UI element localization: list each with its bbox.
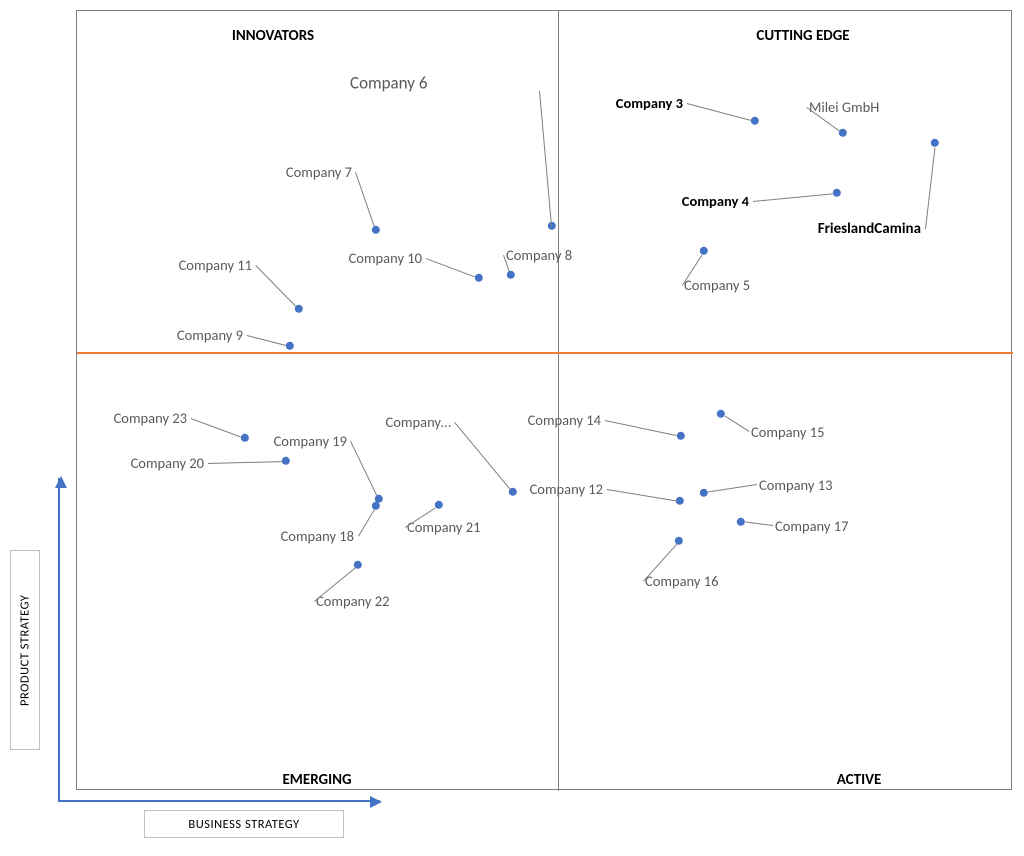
leader-company-23 (191, 418, 241, 437)
quadrant-label-cutting-edge: CUTTING EDGE (756, 27, 849, 45)
leader-company-ellipsis (454, 422, 510, 489)
point-company-17 (737, 518, 745, 526)
label-company-13: Company 13 (759, 476, 832, 494)
quadrant-label-emerging-text: EMERGING (282, 771, 351, 789)
quadrant-label-cutting-edge-text: CUTTING EDGE (756, 27, 849, 45)
leader-company-3 (687, 103, 751, 121)
label-company-3: Company 3 (616, 94, 683, 112)
quadrant-label-active-text: ACTIVE (837, 771, 882, 789)
label-company-22: Company 22 (316, 592, 389, 610)
label-company-5: Company 5 (684, 276, 750, 294)
leader-company-6 (539, 91, 552, 226)
point-company-12 (676, 497, 684, 505)
label-company-15: Company 15 (751, 423, 824, 441)
point-company-14 (677, 432, 685, 440)
x-axis-arrowhead-icon (370, 796, 382, 808)
x-axis-arrow (58, 800, 380, 802)
x-axis-title: BUSINESS STRATEGY (144, 810, 344, 838)
leader-company-18 (358, 510, 375, 537)
quadrant-label-emerging: EMERGING (282, 771, 351, 789)
label-company-12: Company 12 (530, 480, 603, 498)
label-company-7: Company 7 (286, 163, 352, 181)
label-company-23: Company 23 (114, 409, 187, 427)
leader-company-11 (255, 265, 296, 307)
label-company-8: Company 8 (506, 246, 572, 264)
point-company-6 (548, 222, 556, 230)
y-axis-arrow (58, 478, 60, 800)
leader-company-9 (247, 335, 286, 346)
label-company-21: Company 21 (407, 518, 480, 536)
leader-company-7 (355, 172, 375, 226)
point-company-ellipsis (509, 488, 517, 496)
y-axis-arrowhead-icon (55, 476, 67, 488)
x-axis-title-text: BUSINESS STRATEGY (188, 817, 299, 832)
leader-company-15 (725, 415, 750, 432)
horizontal-divider (77, 352, 1013, 354)
label-company-17: Company 17 (775, 517, 848, 535)
point-company-15 (717, 410, 725, 418)
point-frieslandcamina (931, 139, 939, 147)
label-company-6: Company 6 (350, 73, 427, 94)
leader-company-20 (208, 461, 282, 464)
vertical-divider (558, 11, 559, 791)
label-milei-gmbh: Milei GmbH (809, 98, 879, 116)
quadrant-plot: INNOVATORS CUTTING EDGE EMERGING ACTIVE Comp… (76, 10, 1012, 790)
quadrant-label-innovators: INNOVATORS (232, 27, 314, 45)
y-axis-title-text: PRODUCT STRATEGY (18, 594, 33, 705)
leader-company-14 (605, 420, 677, 436)
label-company-ellipsis: Company… (386, 413, 451, 431)
label-company-4: Company 4 (682, 192, 749, 210)
point-company-3 (751, 117, 759, 125)
y-axis-title: PRODUCT STRATEGY (10, 550, 40, 750)
point-company-13 (700, 489, 708, 497)
point-milei-gmbh (839, 129, 847, 137)
point-company-10 (475, 274, 483, 282)
point-company-8 (507, 271, 515, 279)
leader-company-17 (745, 522, 773, 526)
leader-company-10 (426, 258, 475, 277)
point-company-20 (282, 457, 290, 465)
point-company-4 (833, 189, 841, 197)
quadrant-label-active: ACTIVE (837, 771, 882, 789)
label-company-19: Company 19 (274, 432, 347, 450)
leader-company-4 (753, 193, 833, 202)
label-company-18: Company 18 (281, 527, 354, 545)
point-company-7 (372, 226, 380, 234)
leader-company-12 (607, 489, 676, 501)
label-company-10: Company 10 (349, 249, 422, 267)
label-company-11: Company 11 (179, 256, 252, 274)
leader-company-13 (708, 484, 757, 492)
label-frieslandcamina: FrieslandCamina (818, 220, 921, 238)
label-company-20: Company 20 (131, 454, 204, 472)
leader-frieslandcamina (925, 147, 936, 229)
point-company-19 (375, 495, 383, 503)
label-company-9: Company 9 (177, 326, 243, 344)
label-company-14: Company 14 (528, 411, 601, 429)
label-company-16: Company 16 (645, 572, 718, 590)
point-company-9 (286, 342, 294, 350)
point-company-11 (295, 305, 303, 313)
quadrant-label-innovators-text: INNOVATORS (232, 27, 314, 45)
point-company-23 (241, 434, 249, 442)
leader-company-19 (350, 441, 377, 496)
